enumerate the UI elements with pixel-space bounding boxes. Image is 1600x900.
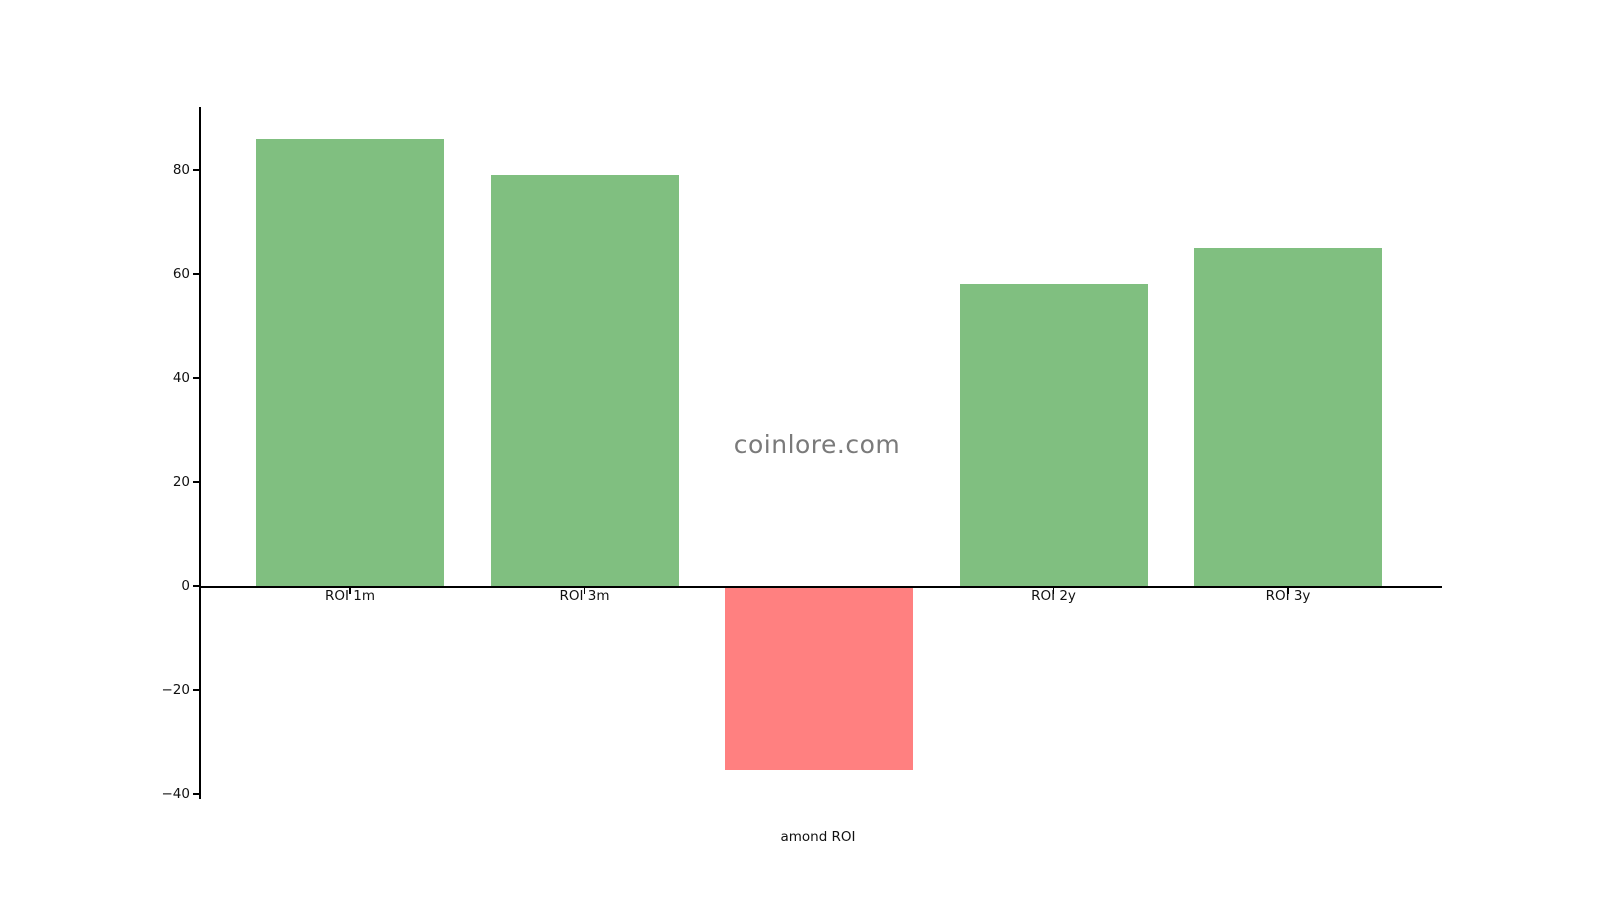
x-tick-label: ROI 3y	[1265, 588, 1311, 604]
y-tick-label: 0	[181, 578, 190, 594]
y-tick-mark	[193, 585, 199, 587]
x-axis-title: amond ROI	[780, 829, 856, 845]
x-tick-mark	[1287, 587, 1289, 594]
bar-roi-3m	[490, 175, 679, 586]
bar-roi-2y	[959, 284, 1148, 586]
y-tick-label: 20	[172, 474, 190, 490]
bar-negative-2	[725, 587, 913, 770]
x-tick-mark	[1052, 587, 1055, 594]
x-tick-label: ROI 3m	[559, 588, 610, 604]
x-tick-mark	[583, 587, 586, 594]
bar-roi-1m	[256, 138, 444, 586]
y-tick-mark	[193, 377, 199, 379]
y-tick-mark	[193, 689, 199, 691]
y-tick-mark	[193, 273, 199, 275]
y-tick-label: −40	[161, 786, 191, 802]
y-tick-mark	[193, 169, 199, 171]
y-tick-label: 80	[172, 162, 190, 178]
y-tick-mark	[193, 793, 199, 795]
bar-roi-3y	[1194, 248, 1382, 586]
watermark-text: coinlore.com	[733, 430, 901, 459]
y-tick-label: 40	[172, 370, 190, 386]
x-tick-mark	[349, 587, 351, 594]
y-tick-label: 60	[172, 266, 190, 282]
x-tick-label: ROI 1m	[324, 588, 376, 604]
y-tick-mark	[193, 481, 199, 483]
x-axis-zero-line	[199, 586, 1442, 588]
y-tick-label: −20	[161, 682, 191, 698]
x-tick-label: ROI 2y	[1031, 588, 1076, 604]
y-axis-spine	[199, 107, 201, 799]
